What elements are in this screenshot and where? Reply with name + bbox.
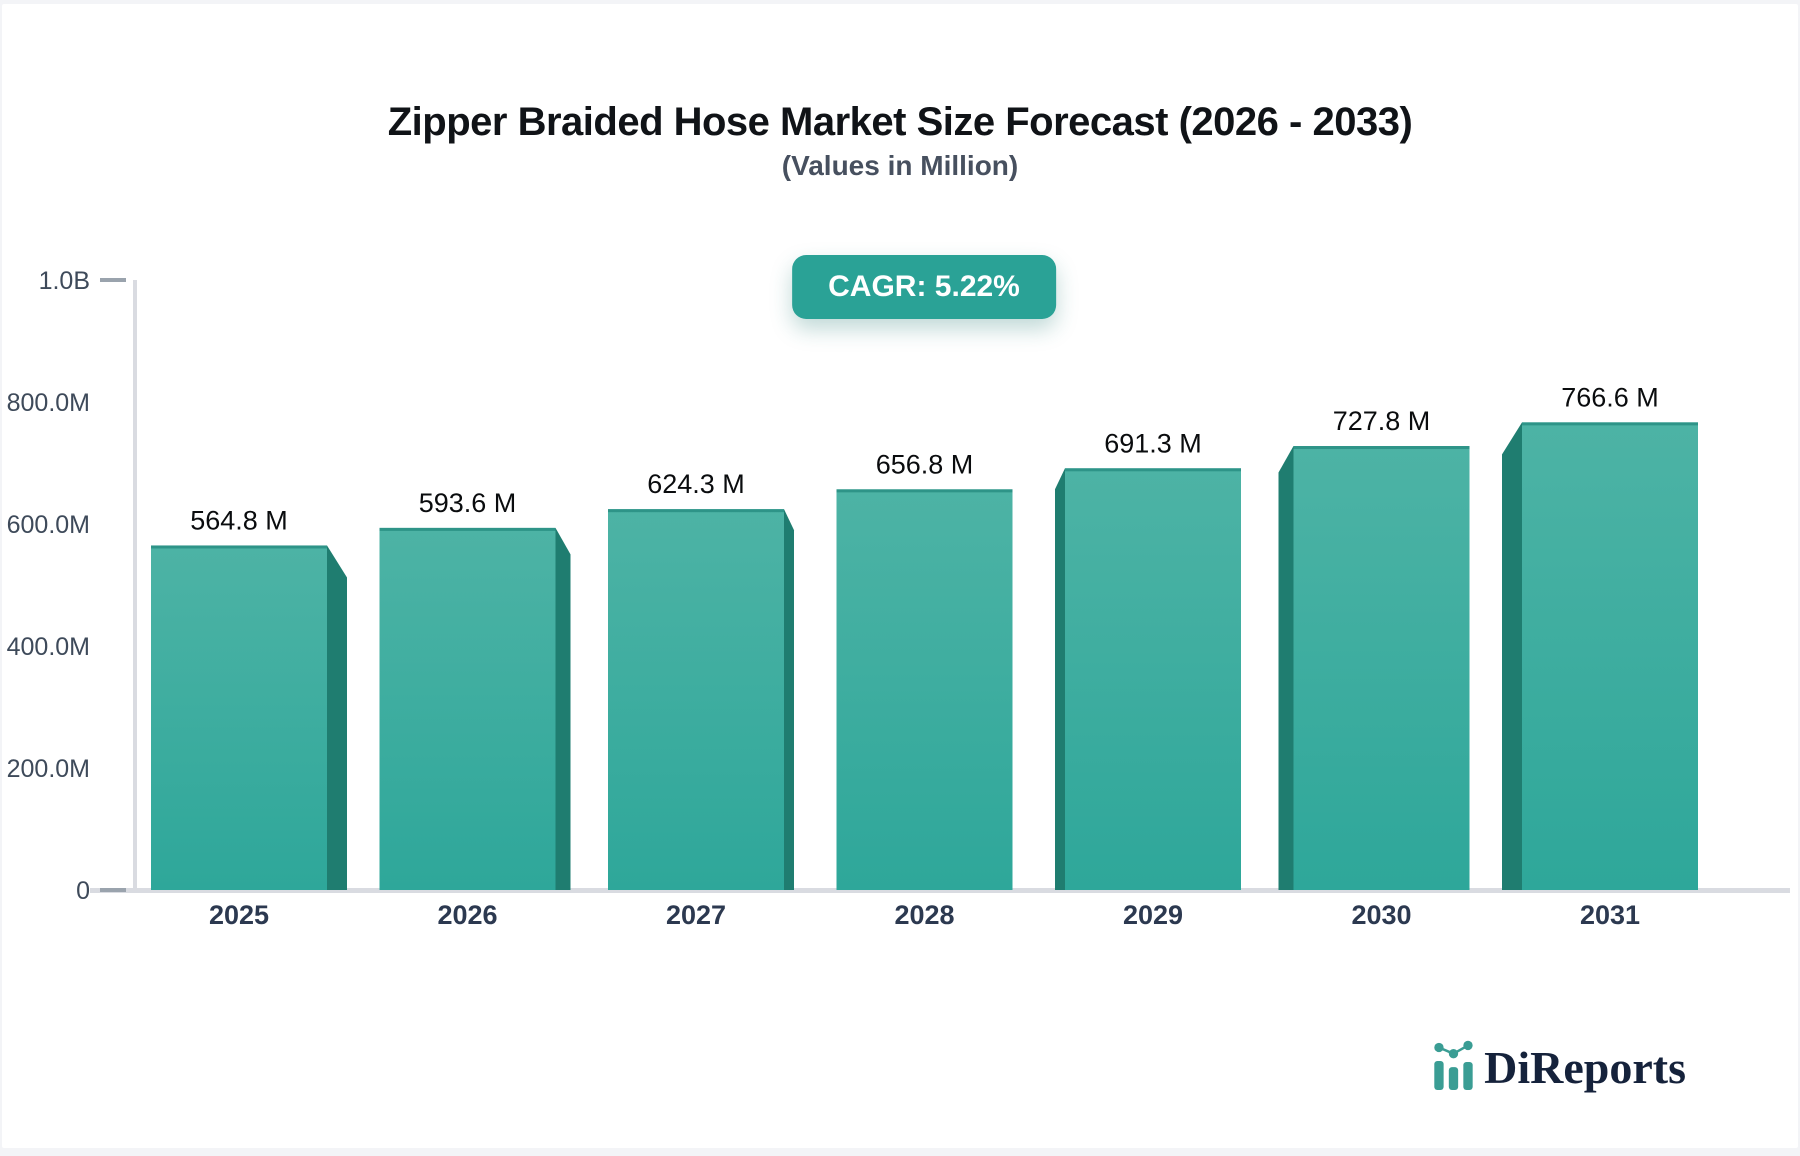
y-tick-label: 400.0M <box>7 633 90 661</box>
cagr-badge-label: CAGR: 5.22% <box>828 270 1020 303</box>
bar-front-face <box>1065 468 1241 890</box>
y-tick-label: 200.0M <box>7 755 90 783</box>
bar-value-label: 766.6 M <box>1561 382 1659 412</box>
y-tick-label: 800.0M <box>7 389 90 417</box>
bar-chart-plot: 0 200.0M 400.0M 600.0M 800.0M 1.0B 564.8 M 2025… <box>7 267 1790 930</box>
bar-value-label: 691.3 M <box>1104 428 1202 458</box>
bar-top-edge <box>1065 468 1241 472</box>
direports-logo: DiReports <box>1433 1034 1686 1094</box>
bar-2029: 691.3 M 2029 <box>1055 428 1241 930</box>
bar-2025: 564.8 M 2025 <box>151 505 347 930</box>
bar-top-edge <box>608 509 784 513</box>
bar-top-edge <box>1293 446 1470 450</box>
bar-2027: 624.3 M 2027 <box>608 469 794 930</box>
bar-2031: 766.6 M 2031 <box>1502 382 1698 930</box>
bar-side-face <box>784 509 794 890</box>
bar-top-edge <box>151 545 327 549</box>
y-axis-line <box>133 280 137 890</box>
chart-card: Zipper Braided Hose Market Size Forecast… <box>2 4 1798 1148</box>
x-tick-label: 2027 <box>666 900 726 930</box>
y-tick-label: 1.0B <box>39 267 90 295</box>
bar-value-label: 593.6 M <box>419 488 517 518</box>
x-tick-label: 2031 <box>1580 900 1640 930</box>
x-axis-baseline <box>90 888 1790 893</box>
bar-2030: 727.8 M 2030 <box>1278 406 1470 930</box>
logo-text: DiReports <box>1484 1042 1686 1094</box>
bar-side-face <box>1055 468 1065 890</box>
x-tick-label: 2028 <box>894 900 954 930</box>
bar-top-edge <box>379 527 556 531</box>
bar-front-face <box>379 527 556 890</box>
chart-subtitle: (Values in Million) <box>781 150 1019 181</box>
cagr-badge: CAGR: 5.22% <box>792 255 1056 319</box>
bar-2028: 656.8 M 2028 <box>836 449 1013 930</box>
chart-title: Zipper Braided Hose Market Size Forecast… <box>387 100 1413 144</box>
y-tick-label: 0 <box>76 877 90 905</box>
bar-value-label: 624.3 M <box>647 469 745 499</box>
bar-front-face <box>836 489 1013 890</box>
bar-front-face <box>1293 446 1470 890</box>
x-tick-label: 2030 <box>1351 900 1411 930</box>
bar-front-face <box>608 509 784 890</box>
y-tick-dash-zero <box>100 888 126 892</box>
y-tick-label: 600.0M <box>7 511 90 539</box>
bar-value-label: 656.8 M <box>876 449 974 479</box>
bar-top-edge <box>836 489 1013 493</box>
bar-value-label: 727.8 M <box>1333 406 1431 436</box>
bar-front-face <box>151 545 327 890</box>
logo-bar-line-chart-icon <box>1434 1040 1473 1090</box>
bar-side-face <box>1502 422 1522 890</box>
bar-side-face <box>555 527 571 890</box>
x-tick-label: 2026 <box>437 900 497 930</box>
x-tick-label: 2029 <box>1123 900 1183 930</box>
bar-2026: 593.6 M 2026 <box>379 488 571 930</box>
bar-side-face <box>327 545 347 890</box>
x-tick-label: 2025 <box>209 900 269 930</box>
bar-side-face <box>1278 446 1294 890</box>
bar-front-face <box>1522 422 1698 890</box>
bar-top-edge <box>1522 422 1698 426</box>
bar-value-label: 564.8 M <box>190 505 288 535</box>
y-tick-dash-top <box>100 278 126 282</box>
